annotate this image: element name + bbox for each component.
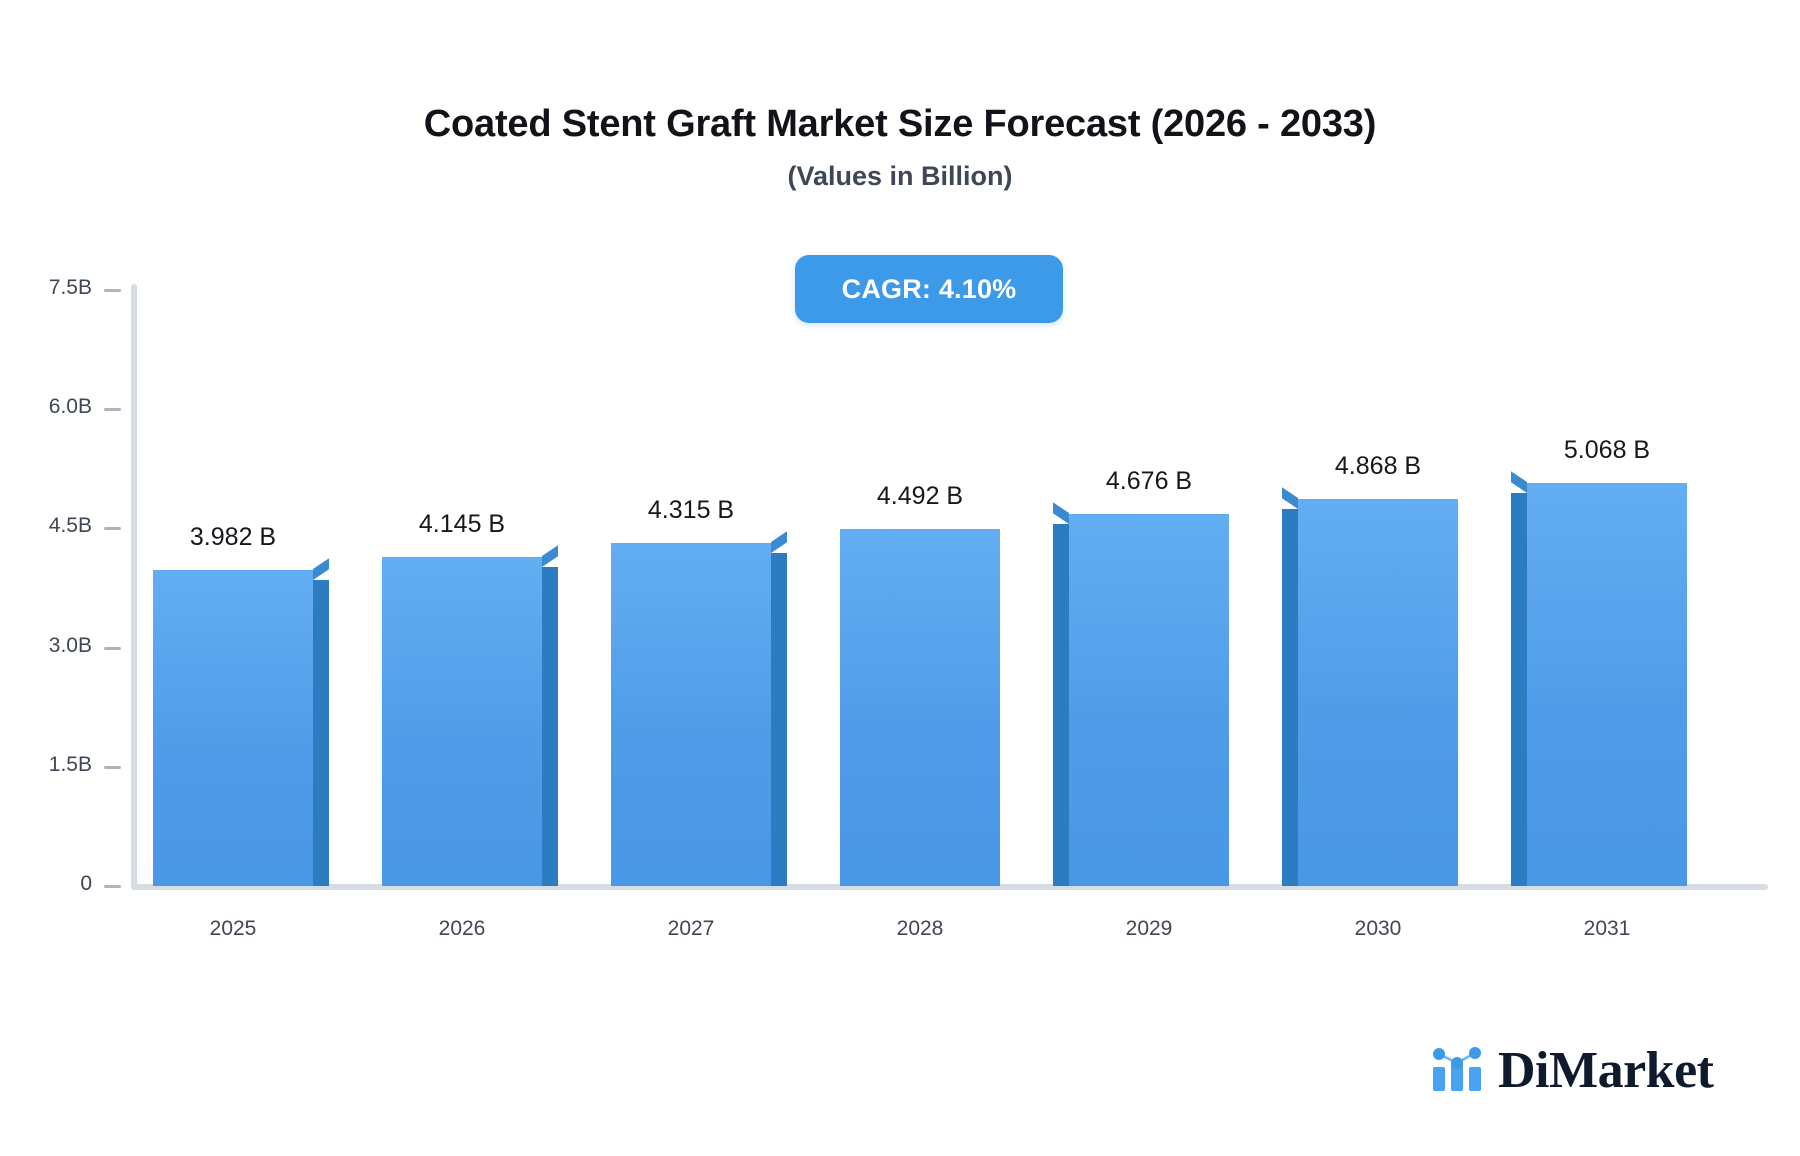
y-axis-tick-label: 4.5B bbox=[48, 514, 92, 538]
y-axis-tick-mark bbox=[104, 527, 121, 531]
y-axis-tick-mark bbox=[104, 408, 121, 412]
x-axis-tick-label: 2025 bbox=[209, 917, 257, 940]
y-axis-tick-mark bbox=[104, 885, 121, 888]
dimarket-logo: DiMarket bbox=[1430, 1041, 1714, 1099]
bar-front-face[interactable] bbox=[840, 529, 1000, 886]
chart-header: Coated Stent Graft Market Size Forecast … bbox=[0, 0, 1800, 191]
bar-3d-side-top bbox=[1053, 502, 1069, 525]
bar-3d-side bbox=[1511, 493, 1527, 886]
x-axis-tick-label: 2027 bbox=[667, 917, 715, 940]
bar-3d-side-top bbox=[1282, 487, 1298, 510]
y-axis-tick-label: 7.5B bbox=[48, 276, 92, 299]
logo-text: DiMarket bbox=[1498, 1041, 1714, 1099]
y-axis-tick-label: 1.5B bbox=[48, 752, 92, 776]
bar-value-label: 5.068 B bbox=[1563, 436, 1651, 465]
bar-3d-side-top bbox=[771, 531, 787, 554]
bar-front-face[interactable] bbox=[1298, 499, 1458, 886]
bar-front-face[interactable] bbox=[1069, 514, 1229, 886]
bar-3d-side-top bbox=[542, 544, 558, 567]
x-axis-tick-label: 2030 bbox=[1354, 917, 1402, 940]
x-axis-tick-label: 2029 bbox=[1125, 917, 1173, 940]
bar-front-face[interactable] bbox=[1527, 483, 1687, 886]
bar-value-label: 4.315 B bbox=[647, 496, 735, 525]
bar-3d-side bbox=[542, 566, 558, 886]
x-axis-line bbox=[131, 884, 1768, 890]
x-axis-tick-label: 2031 bbox=[1583, 917, 1631, 940]
chart-subtitle: (Values in Billion) bbox=[787, 160, 1013, 191]
y-axis-tick-mark bbox=[104, 289, 121, 292]
bar-3d-side-top bbox=[1511, 471, 1527, 494]
bar-value-label: 4.492 B bbox=[876, 482, 964, 511]
bar-front-face[interactable] bbox=[382, 556, 542, 886]
y-axis-tick-mark bbox=[104, 646, 121, 650]
bar-chart-logo-icon bbox=[1430, 1043, 1486, 1098]
bar-3d-side-top bbox=[313, 557, 329, 580]
bar-value-label: 3.982 B bbox=[189, 522, 277, 551]
bar-3d-side bbox=[771, 553, 787, 886]
x-axis-tick-label: 2028 bbox=[896, 917, 944, 940]
bar-3d-side bbox=[1282, 509, 1298, 886]
x-axis-tick-label: 2026 bbox=[438, 917, 486, 940]
cagr-badge: CAGR: 4.10% bbox=[795, 255, 1063, 323]
bar-value-label: 4.145 B bbox=[418, 509, 506, 538]
y-axis-tick-label: 0 bbox=[80, 872, 92, 895]
y-axis-tick-label: 6.0B bbox=[48, 395, 92, 419]
bar-value-label: 4.868 B bbox=[1334, 452, 1422, 481]
cagr-badge-label: CAGR: 4.10% bbox=[841, 273, 1017, 304]
bar-3d-side bbox=[313, 579, 329, 886]
bar-front-face[interactable] bbox=[153, 569, 313, 886]
bar-3d-side bbox=[1053, 524, 1069, 886]
bar-front-face[interactable] bbox=[611, 543, 771, 886]
y-axis-tick-label: 3.0B bbox=[48, 633, 92, 657]
bar-value-label: 4.676 B bbox=[1105, 467, 1193, 496]
y-axis-line bbox=[131, 284, 137, 888]
chart-title: Coated Stent Graft Market Size Forecast … bbox=[423, 103, 1377, 145]
y-axis-tick-mark bbox=[104, 765, 121, 769]
